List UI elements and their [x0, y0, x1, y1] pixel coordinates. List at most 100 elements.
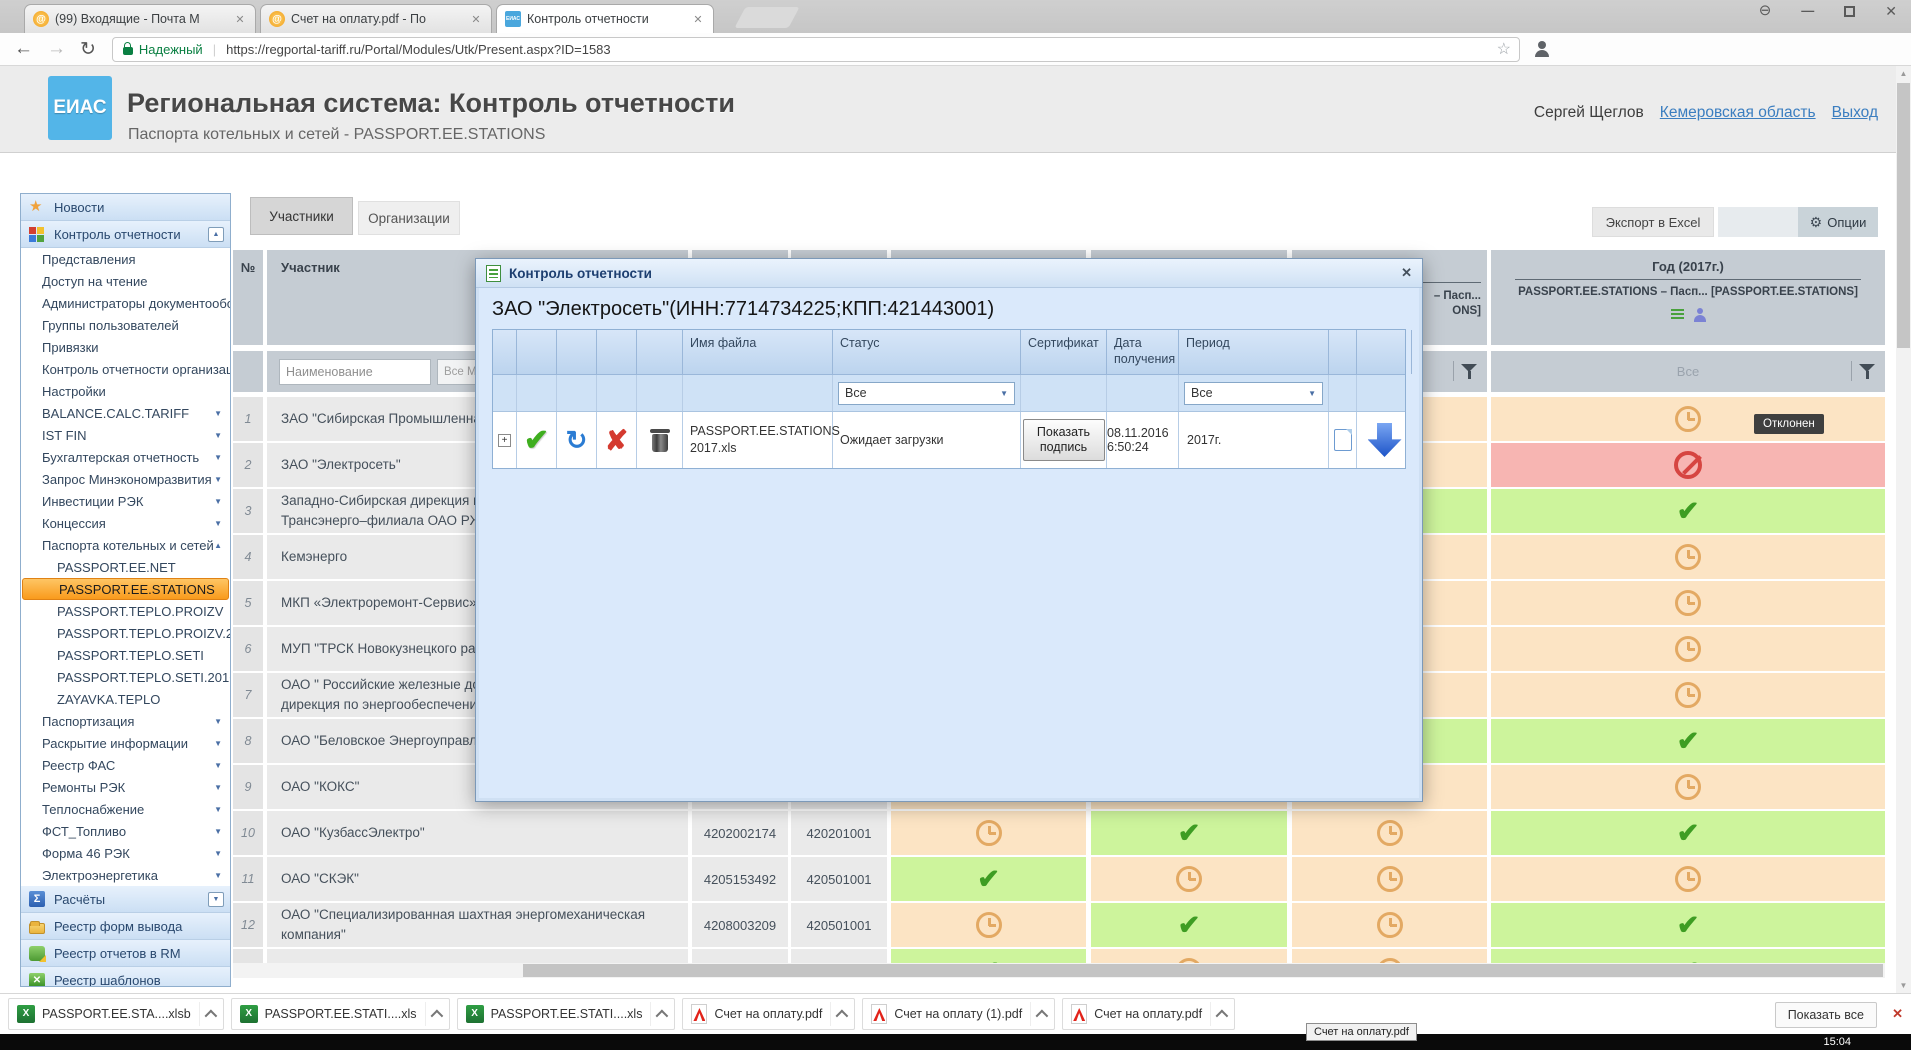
sidebar-item[interactable]: PASSPORT.EE.NET: [21, 556, 230, 578]
chevron-up-icon[interactable]: [1030, 1002, 1050, 1026]
status-cell[interactable]: [1491, 765, 1885, 809]
person-icon[interactable]: [1693, 308, 1706, 322]
tab-participants[interactable]: Участники: [250, 197, 353, 235]
sidebar-item[interactable]: Раскрытие информации: [21, 732, 230, 754]
status-cell[interactable]: [891, 949, 1086, 963]
status-cell[interactable]: [1091, 811, 1287, 855]
collapse-button[interactable]: [208, 226, 224, 242]
download-item[interactable]: Счет на оплату.pdf: [1062, 998, 1236, 1030]
dialog-title-bar[interactable]: Контроль отчетности: [476, 259, 1422, 288]
status-cell[interactable]: [1491, 857, 1885, 901]
sidebar-item[interactable]: Контроль отчетности организаций: [21, 358, 230, 380]
chevron-up-icon[interactable]: [1210, 1002, 1230, 1026]
sidebar-item[interactable]: Запрос Минэкономразвития: [21, 468, 230, 490]
show-all-downloads-button[interactable]: Показать все: [1774, 1002, 1877, 1028]
status-cell[interactable]: [1491, 443, 1885, 487]
participant-name[interactable]: ОАО "КузбассЭлектро": [267, 811, 688, 855]
download-arrow-icon[interactable]: [1367, 423, 1402, 457]
sidebar-item[interactable]: Реестр шаблонов: [21, 967, 230, 986]
status-cell[interactable]: [1292, 903, 1487, 947]
status-cell[interactable]: [1491, 673, 1885, 717]
sidebar-item[interactable]: Администраторы документооборота: [21, 292, 230, 314]
sidebar-item[interactable]: PASSPORT.TEPLO.PROIZV.2016: [21, 622, 230, 644]
status-cell[interactable]: [1491, 949, 1885, 963]
browser-tab-active[interactable]: Контроль отчетности: [496, 4, 714, 33]
options-button[interactable]: Опции: [1798, 207, 1878, 237]
document-page-icon[interactable]: [1333, 429, 1352, 451]
new-tab-button[interactable]: [734, 7, 800, 28]
table-row[interactable]: 11 ОАО "СКЭК" 4205153492 420501001: [233, 857, 1893, 901]
status-cell[interactable]: [1091, 903, 1287, 947]
filter-funnel-icon[interactable]: [1461, 362, 1477, 380]
sidebar-item[interactable]: Реестр форм вывода: [21, 913, 230, 940]
scroll-down-icon[interactable]: [1896, 978, 1911, 993]
participant-name[interactable]: ОАО "Специализированная шахтная энергоме…: [267, 903, 688, 947]
sidebar-item[interactable]: PASSPORT.TEPLO.SETI: [21, 644, 230, 666]
sidebar-item[interactable]: Настройки: [21, 380, 230, 402]
expand-row-button[interactable]: [498, 433, 511, 447]
download-item[interactable]: Счет на оплату.pdf: [682, 998, 856, 1030]
sidebar-item[interactable]: BALANCE.CALC.TARIFF: [21, 402, 230, 424]
sidebar-item[interactable]: PASSPORT.TEPLO.SETI.2016: [21, 666, 230, 688]
download-item[interactable]: PASSPORT.EE.STA....xlsb: [8, 998, 224, 1030]
name-filter-input[interactable]: [279, 358, 431, 385]
scroll-up-icon[interactable]: [1896, 66, 1911, 81]
downloads-close-icon[interactable]: [1892, 1006, 1903, 1022]
participant-name[interactable]: ОАО "СКЭК": [267, 857, 688, 901]
sidebar-item[interactable]: Инвестиции РЭК: [21, 490, 230, 512]
region-link[interactable]: Кемеровская область: [1659, 104, 1816, 121]
sidebar-item[interactable]: Электроэнергетика: [21, 864, 230, 886]
status-cell[interactable]: [1491, 397, 1885, 441]
sidebar-item[interactable]: Теплоснабжение: [21, 798, 230, 820]
profile-icon[interactable]: [1759, 2, 1772, 20]
sidebar-item[interactable]: Контроль отчетности: [21, 221, 230, 248]
dialog-close-icon[interactable]: [1401, 265, 1412, 281]
status-cell[interactable]: [1491, 903, 1885, 947]
sidebar-item[interactable]: IST FIN: [21, 424, 230, 446]
show-signature-button[interactable]: Показать подпись: [1022, 419, 1105, 461]
sidebar-item[interactable]: Привязки: [21, 336, 230, 358]
sidebar-item[interactable]: Форма 46 РЭК: [21, 842, 230, 864]
download-item[interactable]: PASSPORT.EE.STATI....xls: [230, 998, 450, 1030]
sidebar-item[interactable]: Паспортизация: [21, 710, 230, 732]
status-cell[interactable]: [1292, 949, 1487, 963]
maximize-icon[interactable]: [1844, 5, 1856, 17]
trash-icon[interactable]: [649, 427, 670, 453]
refresh-icon[interactable]: [566, 425, 588, 456]
download-item[interactable]: Счет на оплату (1).pdf: [862, 998, 1056, 1030]
period-filter-dropdown[interactable]: Все: [1184, 381, 1323, 405]
export-excel-button[interactable]: Экспорт в Excel: [1592, 207, 1714, 237]
sidebar-item[interactable]: Расчёты: [21, 886, 230, 913]
status-cell[interactable]: [1292, 811, 1487, 855]
collapse-button[interactable]: [208, 891, 224, 907]
sidebar-item[interactable]: Представления: [21, 248, 230, 270]
tab-close-icon[interactable]: [691, 13, 705, 26]
status-cell[interactable]: [891, 857, 1086, 901]
chevron-up-icon[interactable]: [424, 1002, 445, 1026]
tab-close-icon[interactable]: [469, 13, 483, 26]
horizontal-scrollbar[interactable]: [233, 963, 1885, 978]
sidebar-item[interactable]: Реестр ФАС: [21, 754, 230, 776]
forward-icon[interactable]: [47, 38, 66, 60]
status-cell[interactable]: [1491, 719, 1885, 763]
sidebar-item[interactable]: Бухгалтерская отчетность: [21, 446, 230, 468]
status-cell[interactable]: [1491, 811, 1885, 855]
table-row[interactable]: 12 ОАО "Специализированная шахтная энерго…: [233, 903, 1893, 947]
status-cell[interactable]: [1091, 857, 1287, 901]
vertical-scrollbar[interactable]: [1896, 66, 1911, 993]
scrollbar-thumb[interactable]: [523, 964, 1883, 977]
sidebar-item[interactable]: Новости: [21, 194, 230, 221]
sidebar-item[interactable]: ZAYAVKA.TEPLO: [21, 688, 230, 710]
table-row[interactable]: 13 ОАО "СУЭК–Кузбасс": [233, 949, 1893, 963]
status-filter-dropdown[interactable]: Все: [838, 381, 1015, 405]
scrollbar-thumb[interactable]: [1897, 83, 1910, 348]
browser-tab-invoice[interactable]: Счет на оплату.pdf - По: [260, 4, 492, 33]
list-icon[interactable]: [1670, 309, 1684, 321]
status-cell[interactable]: [1491, 627, 1885, 671]
table-row[interactable]: 10 ОАО "КузбассЭлектро" 4202002174 42020100…: [233, 811, 1893, 855]
participant-name[interactable]: ОАО "СУЭК–Кузбасс": [267, 949, 688, 963]
back-icon[interactable]: [14, 38, 33, 60]
chevron-up-icon[interactable]: [830, 1002, 850, 1026]
logout-link[interactable]: Выход: [1831, 104, 1878, 121]
bookmark-star-icon[interactable]: [1497, 39, 1511, 59]
